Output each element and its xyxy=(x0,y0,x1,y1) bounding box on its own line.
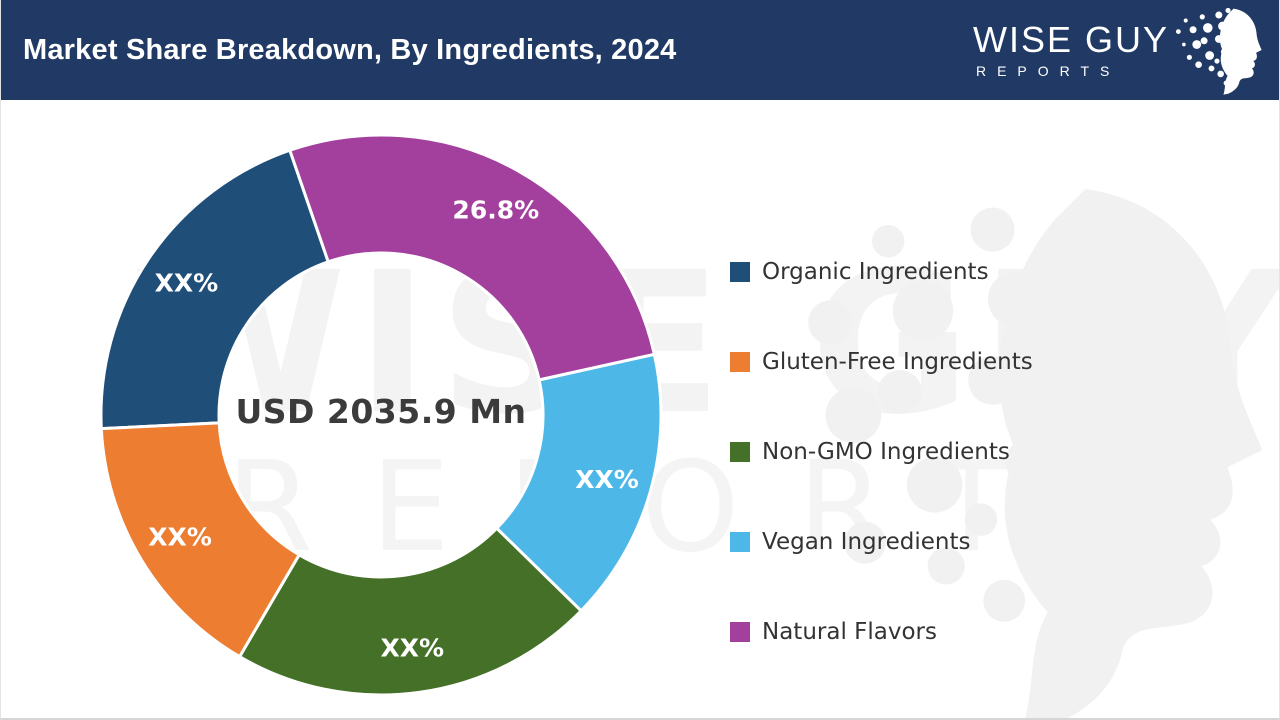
logo-brand-name: WISE GUY xyxy=(972,19,1169,60)
slice-label-natural-flavors: 26.8% xyxy=(452,195,539,224)
page-title: Market Share Breakdown, By Ingredients, … xyxy=(23,33,677,66)
legend-label: Non-GMO Ingredients xyxy=(762,439,1010,465)
donut-slice-natural-flavors xyxy=(288,133,656,382)
legend-item-natural-flavors: Natural Flavors xyxy=(730,619,1033,645)
header: Market Share Breakdown, By Ingredients, … xyxy=(1,0,1279,100)
legend-swatch-icon xyxy=(730,352,750,372)
donut-slice-non-gmo-ingredients xyxy=(238,526,583,697)
legend-item-non-gmo-ingredients: Non-GMO Ingredients xyxy=(730,439,1033,465)
legend-label: Vegan Ingredients xyxy=(762,529,971,555)
logo-face-dots-icon xyxy=(1175,7,1262,95)
chart-center-value: USD 2035.9 Mn xyxy=(235,392,527,431)
legend-swatch-icon xyxy=(730,262,750,282)
chart-area: WISE GUY REPORTS XX% XX% XX% XX% 26 xyxy=(1,100,1279,718)
donut-slice-organic-ingredients xyxy=(99,148,330,431)
legend-swatch-icon xyxy=(730,622,750,642)
slice-label-organic-ingredients: XX% xyxy=(155,269,219,298)
logo-text: WISE GUY REPORTS xyxy=(972,19,1169,79)
legend-label: Natural Flavors xyxy=(762,619,937,645)
slice-label-non-gmo-ingredients: XX% xyxy=(380,633,444,662)
logo-brand-sub: REPORTS xyxy=(975,63,1121,79)
slice-label-gluten-free-ingredients: XX% xyxy=(148,522,212,551)
donut-chart: XX% XX% XX% XX% 26.8% xyxy=(99,133,663,697)
legend-swatch-icon xyxy=(730,532,750,552)
legend-label: Gluten-Free Ingredients xyxy=(762,349,1033,375)
wise-guy-logo: WISE GUY REPORTS xyxy=(973,4,1263,96)
legend: Organic Ingredients Gluten-Free Ingredien… xyxy=(730,259,1033,710)
legend-swatch-icon xyxy=(730,442,750,462)
legend-item-gluten-free-ingredients: Gluten-Free Ingredients xyxy=(730,349,1033,375)
legend-item-vegan-ingredients: Vegan Ingredients xyxy=(730,529,1033,555)
legend-item-organic-ingredients: Organic Ingredients xyxy=(730,259,1033,285)
legend-label: Organic Ingredients xyxy=(762,259,989,285)
slice-label-vegan-ingredients: XX% xyxy=(575,465,639,494)
